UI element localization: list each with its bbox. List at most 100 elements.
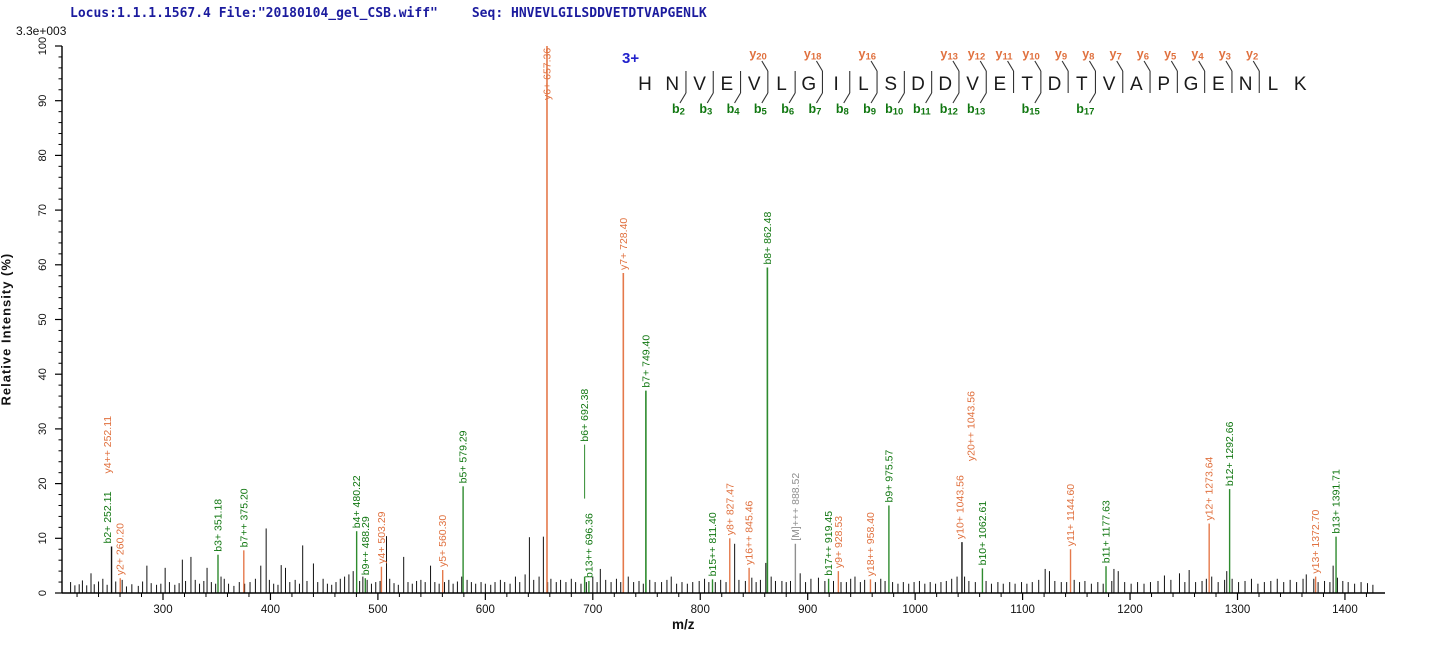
residue-17-T: T — [1076, 74, 1088, 95]
residue-7-G: G — [801, 74, 816, 95]
peak-label: b15++ 811.40 — [707, 512, 719, 576]
y-ion-label-y11: y11 — [996, 47, 1014, 63]
peptide-panel: 3+H N V E V L G I L S D D V E T D T V A P G E N L Ky20b5y18b7y16… — [622, 47, 1307, 118]
b-ion-label-b11: b11 — [913, 102, 931, 118]
y-ion-label-y9: y9 — [1055, 47, 1067, 63]
y-ion-label-y3: y3 — [1219, 47, 1231, 63]
residue-19-A: A — [1130, 74, 1143, 95]
y-ion-tick — [979, 60, 987, 72]
residue-1-H: H — [638, 74, 652, 95]
x-tick-label: 600 — [476, 604, 495, 616]
y-ion-label-y6: y6 — [1137, 47, 1149, 63]
peak-label: y8+ 827.47 — [724, 483, 736, 535]
peak-label: y5+ 560.30 — [437, 515, 449, 567]
b-ion-label-b5: b5 — [754, 102, 768, 118]
y-ion-label-y8: y8 — [1082, 47, 1094, 63]
x-tick-label: 1400 — [1332, 604, 1358, 616]
y-ion-label-y4: y4 — [1191, 47, 1204, 63]
peak-label: b17++ 919.45 — [823, 511, 835, 576]
y-ion-tick — [1143, 60, 1151, 72]
y-ion-label-y7: y7 — [1110, 47, 1122, 63]
sequence-label: Seq: HNVEVLGILSDDVETDTVAPGENLK — [471, 6, 707, 21]
y-ion-tick — [1225, 60, 1233, 72]
peak-label: y7+ 728.40 — [618, 218, 630, 270]
x-tick-label: 1200 — [1117, 604, 1143, 616]
residue-6-L: L — [776, 74, 787, 95]
peak-label: b6+ 692.38 — [579, 389, 591, 442]
peak-label: y13+ 1372.70 — [1310, 509, 1322, 573]
intensity-scale-label: 3.3e+003 — [16, 24, 67, 38]
b-ion-tick — [706, 92, 714, 104]
b-ion-tick — [734, 92, 742, 104]
residue-13-V: V — [966, 74, 979, 95]
b-ion-tick — [979, 92, 987, 104]
b-ion-label-b15: b15 — [1022, 102, 1041, 118]
residue-10-S: S — [884, 74, 897, 95]
y-tick-label: 80 — [37, 149, 49, 161]
peak-label: b3+ 351.18 — [212, 499, 224, 552]
y-tick-label: 20 — [37, 477, 49, 489]
b-ion-label-b9: b9 — [863, 102, 876, 118]
residue-8-I: I — [833, 74, 838, 95]
residue-3-V: V — [693, 74, 706, 95]
precursor-charge-label: 3+ — [622, 50, 639, 67]
y-ion-tick — [761, 60, 769, 72]
peak-label: y20++ 1043.56 — [965, 391, 977, 461]
y-ion-label-y2: y2 — [1246, 47, 1258, 63]
residue-9-L: L — [858, 74, 869, 95]
peak-labels: b2+ 252.11 y4++ 252.11 y2+ 260.20 b3+ 351.1… — [102, 48, 1343, 578]
y-ion-label-y13: y13 — [940, 47, 958, 63]
x-tick-label: 900 — [798, 604, 817, 616]
y-tick-label: 60 — [37, 259, 49, 271]
y-tick-label: 90 — [37, 95, 49, 107]
y-ion-label-y12: y12 — [968, 47, 986, 63]
residue-2-N: N — [665, 74, 679, 95]
x-tick-label: 1000 — [902, 604, 928, 616]
peak-label: b9++ 488.29 — [360, 516, 372, 575]
residue-18-V: V — [1103, 74, 1116, 95]
b-ion-label-b7: b7 — [809, 102, 822, 118]
y-tick-label: 70 — [37, 204, 49, 216]
b-ion-label-b6: b6 — [781, 102, 794, 118]
x-tick-label: 700 — [583, 604, 602, 616]
b-ion-tick — [870, 92, 878, 104]
b-ion-tick — [761, 92, 769, 104]
peak-label: b5+ 579.29 — [458, 430, 470, 483]
peak-label: b11+ 1177.63 — [1101, 500, 1113, 563]
b-ion-label-b12: b12 — [940, 102, 958, 118]
y-tick-label: 10 — [37, 532, 49, 544]
y-ion-label-y10: y10 — [1022, 47, 1040, 63]
peak-label: b2+ 252.11 — [102, 491, 114, 543]
b-ion-tick — [843, 92, 851, 104]
labeled-peaks — [110, 46, 1337, 593]
y-ion-label-y16: y16 — [859, 47, 877, 63]
residue-23-N: N — [1239, 74, 1253, 95]
b-ion-label-b2: b2 — [672, 102, 685, 118]
residue-5-V: V — [748, 74, 761, 95]
b-ion-label-b13: b13 — [967, 102, 985, 118]
peak-label: b10+ 1062.61 — [977, 501, 989, 566]
peak-label: b4+ 480.22 — [351, 475, 363, 528]
b-ion-label-b8: b8 — [836, 102, 849, 118]
header: Locus:1.1.1.1567.4 File:"20180104_gel_CS… — [70, 6, 707, 21]
y-ion-tick — [1116, 60, 1124, 72]
b-ion-tick — [815, 92, 823, 104]
peak-label: y12+ 1273.64 — [1204, 456, 1216, 520]
x-tick-label: 1300 — [1225, 604, 1251, 616]
residue-25-K: K — [1294, 74, 1307, 95]
y-ion-label-y18: y18 — [804, 47, 822, 63]
peak-label: [M]+++ 888.52 — [790, 473, 802, 541]
b-ion-label-b3: b3 — [699, 102, 712, 118]
y-ion-tick — [815, 60, 823, 72]
residue-20-P: P — [1157, 74, 1170, 95]
y-tick-label: 0 — [37, 590, 49, 596]
b-ion-tick — [952, 92, 960, 104]
locus-file-label: Locus:1.1.1.1567.4 File:"20180104_gel_CS… — [70, 6, 438, 21]
peak-label: y16++ 845.46 — [744, 500, 756, 564]
peak-label: y10+ 1043.56 — [954, 475, 966, 539]
y-ion-tick — [1088, 60, 1096, 72]
b-ion-label-b17: b17 — [1076, 102, 1094, 118]
y-ion-tick — [1034, 60, 1042, 72]
residue-14-E: E — [994, 74, 1007, 95]
